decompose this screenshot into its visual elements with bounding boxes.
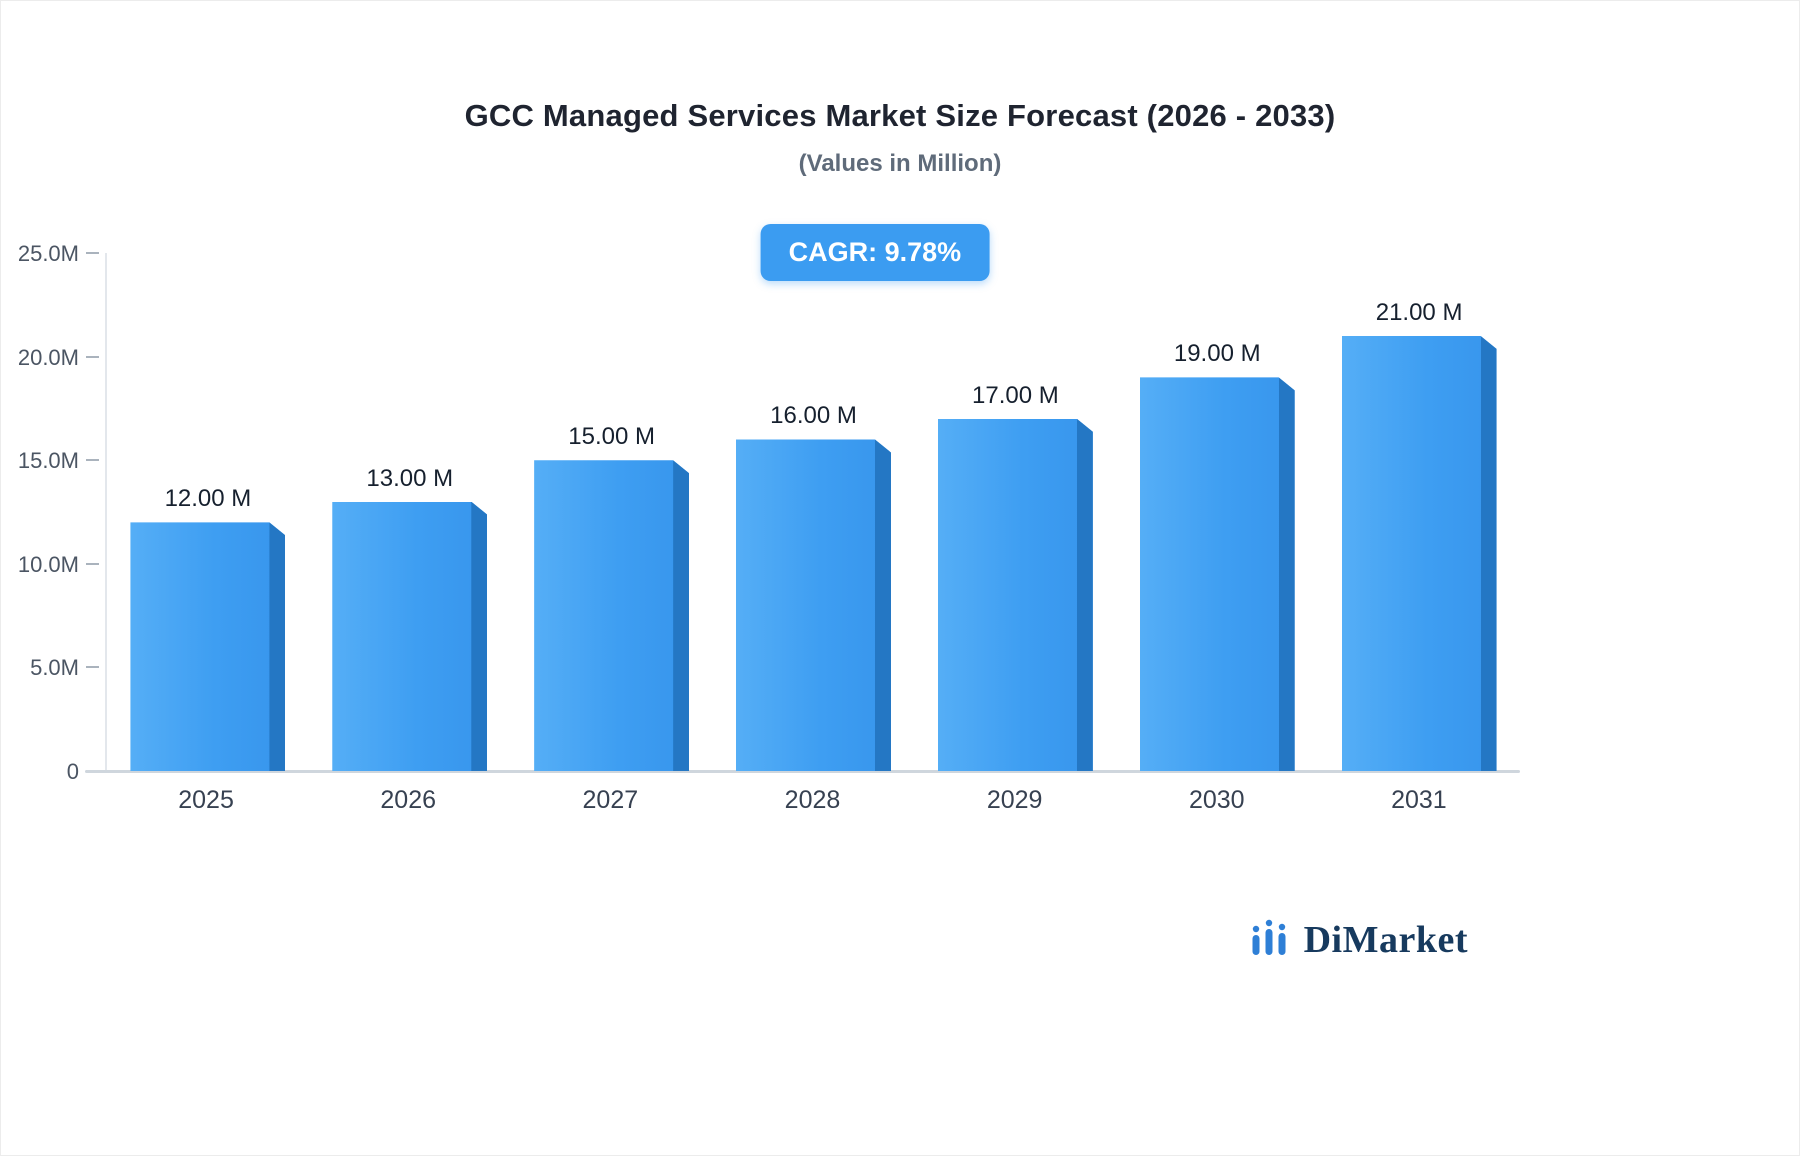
bar-value-label: 13.00 M	[366, 464, 454, 492]
plot-area: 12.00 M 13.00 M 15.00 M 16.00 M 17.00 M 19.00…	[85, 253, 1520, 773]
bar-chart-logo-icon	[1248, 915, 1292, 964]
bar-value-label: 16.00 M	[770, 402, 857, 430]
bar-column-2029: 17.00 M	[914, 253, 1116, 771]
y-tick-label: 10.0M	[17, 551, 79, 577]
bar-value-label: 17.00 M	[972, 381, 1059, 409]
bars-row: 12.00 M 13.00 M 15.00 M 16.00 M 17.00 M 19.00…	[107, 253, 1520, 771]
bar-2028[interactable]	[736, 439, 891, 771]
x-axis-label-2027: 2027	[582, 786, 639, 814]
bar-column-2026: 13.00 M	[309, 253, 511, 771]
x-axis-label-2031: 2031	[1391, 786, 1447, 814]
bar-2027[interactable]	[534, 460, 689, 771]
chart-subtitle: (Values in Million)	[798, 150, 1002, 177]
bar-column-2031: 21.00 M	[1318, 253, 1520, 771]
x-axis-label-2030: 2030	[1188, 786, 1245, 814]
x-axis-label-2025: 2025	[178, 786, 234, 814]
y-tick-label: 0	[66, 759, 79, 784]
bar-value-label: 15.00 M	[568, 423, 655, 451]
x-axis-labels: 2025 2026 2027 2028 2029 2030 2031	[105, 786, 1520, 815]
bar-2030[interactable]	[1140, 377, 1295, 771]
y-tick-mark	[86, 355, 99, 358]
bar-2029[interactable]	[938, 419, 1093, 771]
x-axis-label-2028: 2028	[784, 786, 841, 814]
bar-column-2030: 19.00 M	[1116, 253, 1318, 771]
y-tick-label: 15.0M	[17, 448, 79, 474]
bar-column-2025: 12.00 M	[107, 253, 309, 771]
y-tick-mark	[86, 459, 99, 462]
bar-value-label: 21.00 M	[1375, 298, 1463, 326]
y-tick-label: 25.0M	[17, 241, 79, 266]
bar-2031[interactable]	[1342, 336, 1497, 771]
y-tick-mark	[86, 252, 99, 254]
y-tick-mark	[86, 666, 99, 669]
x-axis-label-2029: 2029	[986, 786, 1043, 814]
x-axis-label-2026: 2026	[380, 786, 437, 814]
bar-column-2027: 15.00 M	[511, 253, 713, 771]
bar-value-label: 12.00 M	[164, 485, 252, 513]
bar-column-2028: 16.00 M	[713, 253, 915, 771]
bar-2026[interactable]	[332, 502, 487, 771]
cagr-badge: CAGR: 9.78%	[760, 224, 990, 281]
y-tick-label: 20.0M	[17, 344, 79, 370]
brand-logo: DiMarket	[1248, 915, 1468, 964]
y-tick-mark	[86, 562, 99, 565]
bar-value-label: 19.00 M	[1173, 340, 1261, 368]
y-tick-label: 5.0M	[30, 655, 79, 681]
chart-title: GCC Managed Services Market Size Forecas…	[464, 98, 1336, 133]
x-axis-baseline	[85, 770, 1520, 773]
brand-name: DiMarket	[1303, 918, 1468, 961]
bar-2025[interactable]	[130, 522, 285, 771]
